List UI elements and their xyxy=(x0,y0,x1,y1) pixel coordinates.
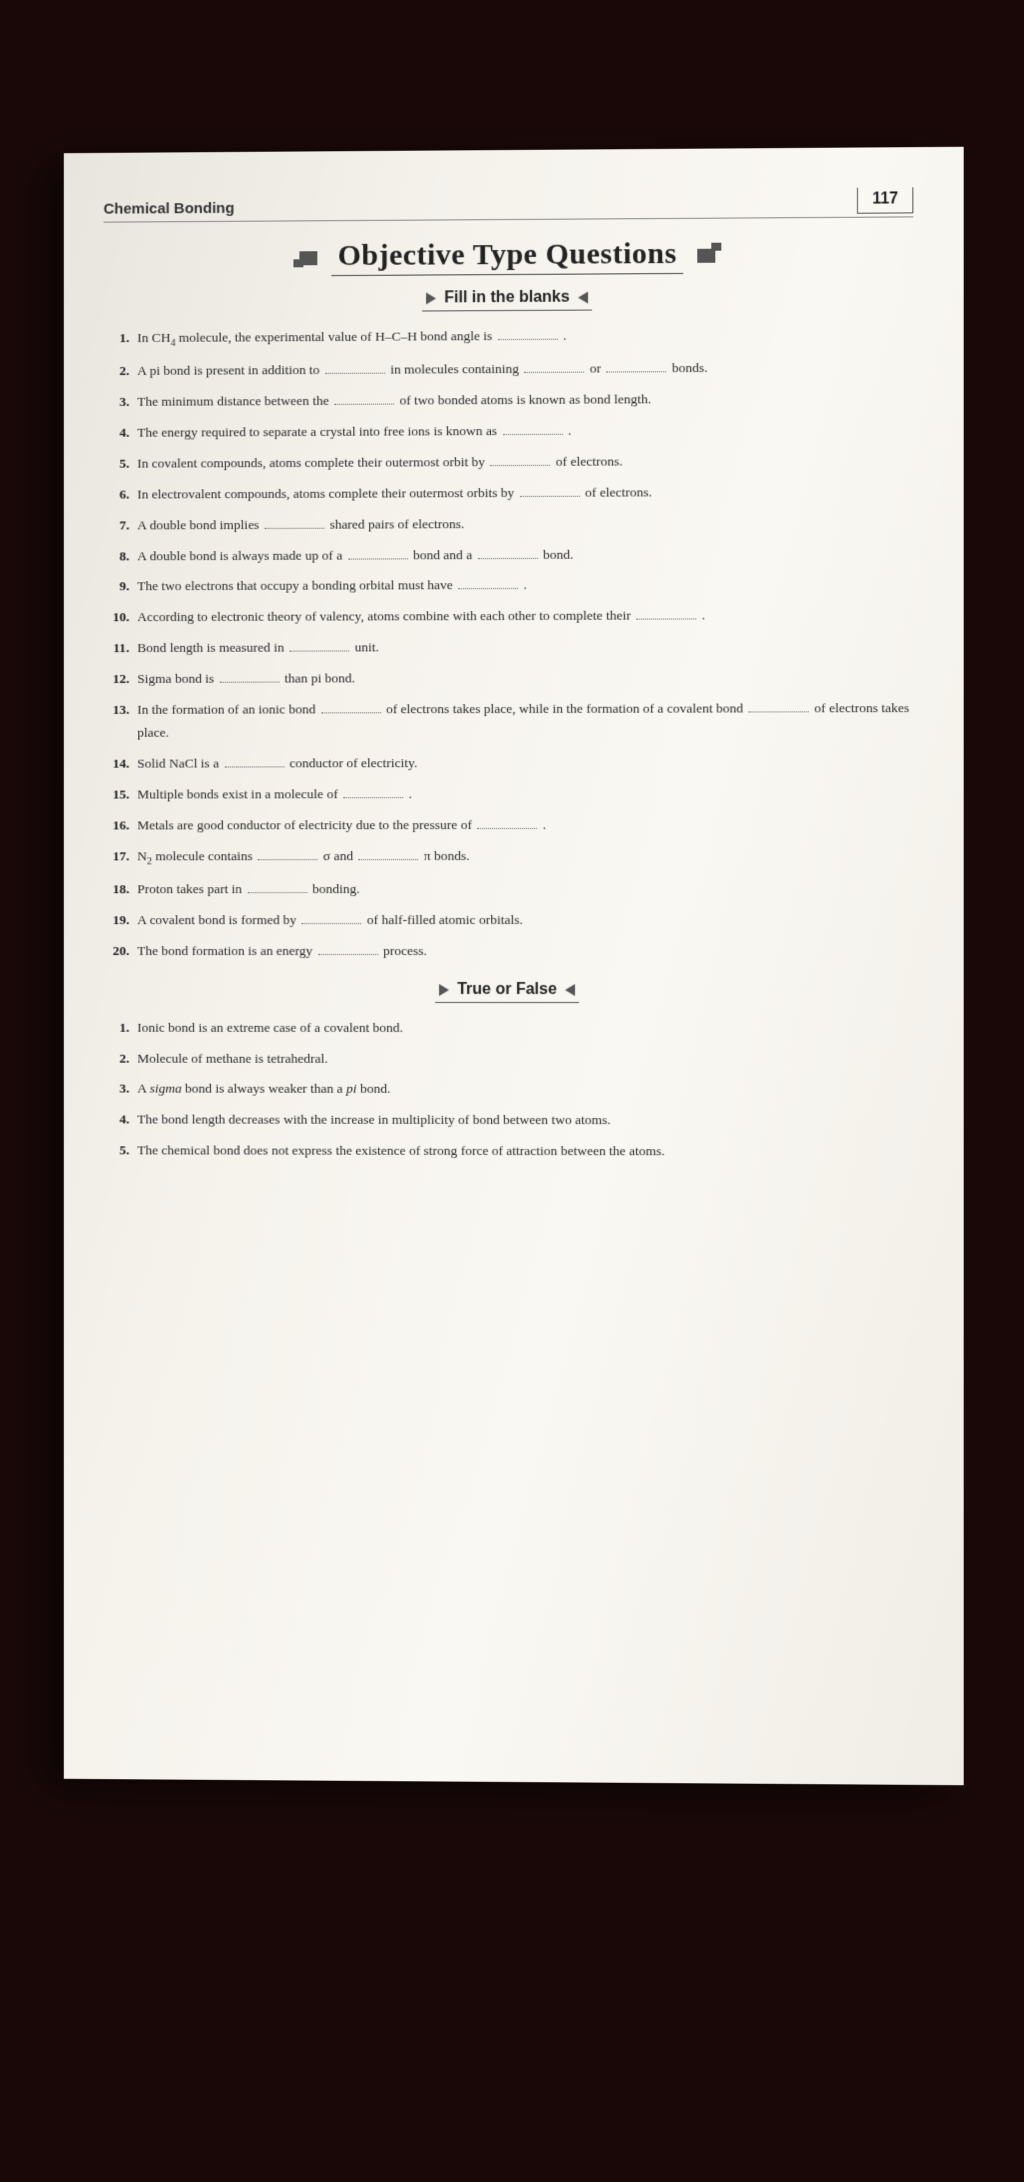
section-title-text: Fill in the blanks xyxy=(444,289,569,308)
list-item: A double bond implies shared pairs of el… xyxy=(104,507,914,541)
list-item: In electrovalent compounds, atoms comple… xyxy=(104,476,914,510)
fill-blanks-list: In CH4 molecule, the experimental value … xyxy=(104,319,914,967)
list-item: A covalent bond is formed by of half-fil… xyxy=(104,905,914,936)
list-item: In covalent compounds, atoms complete th… xyxy=(104,445,914,479)
header-row: Chemical Bonding 117 xyxy=(104,187,914,222)
triangle-right-icon xyxy=(439,984,449,996)
list-item: A sigma bond is always weaker than a pi … xyxy=(104,1074,914,1106)
triangle-left-icon xyxy=(578,292,588,304)
main-title: Objective Type Questions xyxy=(332,237,683,276)
list-item: In CH4 molecule, the experimental value … xyxy=(104,319,914,356)
list-item: A double bond is always made up of a bon… xyxy=(104,538,914,572)
list-item: The minimum distance between the of two … xyxy=(104,383,914,418)
list-item: The chemical bond does not express the e… xyxy=(104,1136,914,1168)
decor-blob-left-icon xyxy=(300,251,318,265)
page-number: 117 xyxy=(857,187,913,213)
list-item: A pi bond is present in addition to in m… xyxy=(104,352,914,387)
list-item: The bond formation is an energy process. xyxy=(104,936,914,967)
triangle-right-icon xyxy=(426,292,436,304)
list-item: Metals are good conductor of electricity… xyxy=(104,809,914,841)
list-item: Multiple bonds exist in a molecule of . xyxy=(104,778,914,810)
true-false-list: Ionic bond is an extreme case of a coval… xyxy=(104,1012,914,1168)
list-item: Bond length is measured in unit. xyxy=(104,631,914,664)
section-header: True or False xyxy=(104,981,914,1003)
section-title-text: True or False xyxy=(457,981,557,999)
list-item: Proton takes part in bonding. xyxy=(104,873,914,904)
list-item: The energy required to separate a crysta… xyxy=(104,414,914,449)
main-title-row: Objective Type Questions xyxy=(104,235,914,277)
list-item: In the formation of an ionic bond of ele… xyxy=(104,693,914,749)
triangle-left-icon xyxy=(565,984,575,996)
list-item: Solid NaCl is a conductor of electricity… xyxy=(104,747,914,779)
decor-blob-right-icon xyxy=(697,248,715,262)
list-item: Molecule of methane is tetrahedral. xyxy=(104,1043,914,1075)
chapter-title: Chemical Bonding xyxy=(104,200,235,218)
section-header: Fill in the blanks xyxy=(104,287,914,314)
list-item: The two electrons that occupy a bonding … xyxy=(104,569,914,603)
list-item: N2 molecule contains σ and π bonds. xyxy=(104,840,914,874)
list-item: Sigma bond is than pi bond. xyxy=(104,662,914,695)
list-item: The bond length decreases with the incre… xyxy=(104,1105,914,1137)
list-item: Ionic bond is an extreme case of a coval… xyxy=(104,1012,914,1043)
list-item: According to electronic theory of valenc… xyxy=(104,600,914,633)
page: Chemical Bonding 117 Objective Type Ques… xyxy=(64,147,964,1785)
